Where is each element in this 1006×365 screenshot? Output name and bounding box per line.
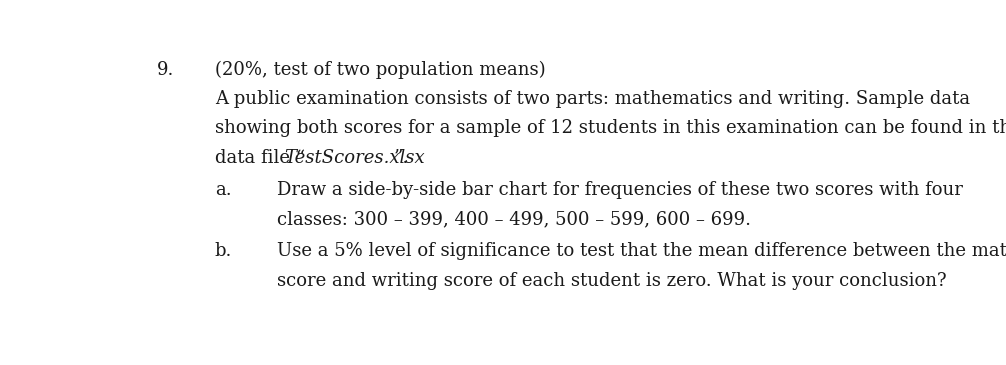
Text: ”.: ”. <box>393 149 408 166</box>
Text: (20%, test of two population means): (20%, test of two population means) <box>215 61 545 79</box>
Text: b.: b. <box>215 242 232 261</box>
Text: Draw a side-by-side bar chart for frequencies of these two scores with four: Draw a side-by-side bar chart for freque… <box>277 181 963 199</box>
Text: 9.: 9. <box>157 61 174 79</box>
Text: score and writing score of each student is zero. What is your conclusion?: score and writing score of each student … <box>277 272 947 290</box>
Text: classes: 300 – 399, 400 – 499, 500 – 599, 600 – 699.: classes: 300 – 399, 400 – 499, 500 – 599… <box>277 210 750 228</box>
Text: a.: a. <box>215 181 231 199</box>
Text: showing both scores for a sample of 12 students in this examination can be found: showing both scores for a sample of 12 s… <box>215 119 1006 137</box>
Text: data file “: data file “ <box>215 149 305 166</box>
Text: TestScores.xlsx: TestScores.xlsx <box>285 149 426 166</box>
Text: Use a 5% level of significance to test that the mean difference between the math: Use a 5% level of significance to test t… <box>277 242 1006 261</box>
Text: A public examination consists of two parts: mathematics and writing. Sample data: A public examination consists of two par… <box>215 90 970 108</box>
